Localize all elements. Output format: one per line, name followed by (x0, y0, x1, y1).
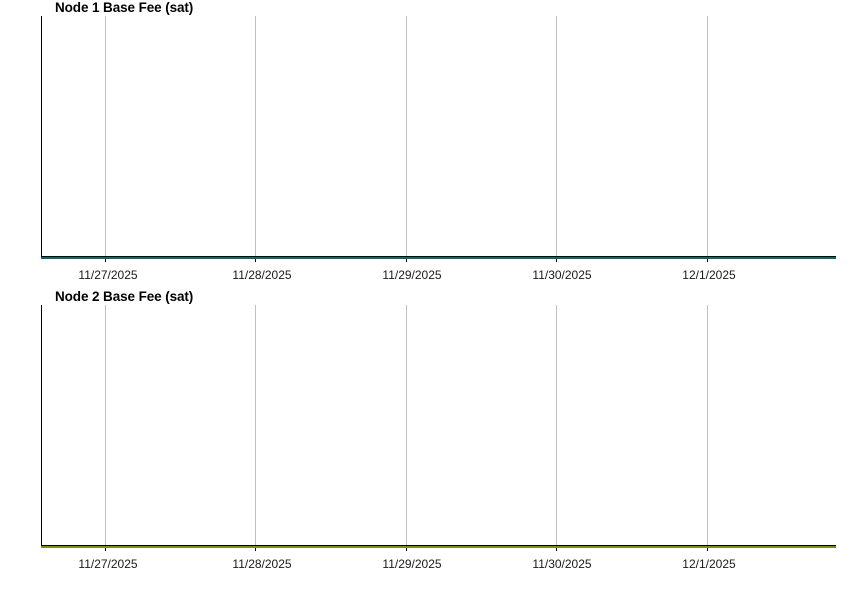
chart-title-node-1: Node 1 Base Fee (sat) (55, 0, 194, 15)
x-tick-label-node-2-5: 12/1/2025 (682, 557, 736, 571)
x-tick-mark-node-1-5 (707, 256, 708, 262)
x-tick-mark-node-1-1 (105, 256, 106, 262)
x-axis-line-node-1 (41, 256, 836, 257)
gridline-node-2-3 (406, 305, 407, 545)
x-tick-label-node-2-4: 11/30/2025 (532, 557, 592, 571)
x-tick-label-node-1-4: 11/30/2025 (532, 268, 592, 282)
x-tick-label-node-1-1: 11/27/2025 (78, 268, 138, 282)
gridline-node-1-1 (105, 16, 106, 256)
x-axis-line-node-2 (41, 545, 836, 546)
x-tick-label-node-1-3: 11/29/2025 (382, 268, 442, 282)
x-tick-label-node-2-1: 11/27/2025 (78, 557, 138, 571)
y-axis-line-node-2 (41, 305, 42, 546)
plot-area-node-2: 11/27/2025 11/28/2025 11/29/2025 11/30/2… (41, 305, 836, 571)
gridline-node-2-2 (255, 305, 256, 545)
x-tick-mark-node-2-5 (707, 545, 708, 551)
x-tick-mark-node-2-2 (255, 545, 256, 551)
x-tick-label-node-2-2: 11/28/2025 (232, 557, 292, 571)
chart-node-1-base-fee: Node 1 Base Fee (sat) 11/27/2025 11/28/2… (0, 0, 860, 292)
x-tick-label-node-2-3: 11/29/2025 (382, 557, 442, 571)
x-tick-mark-node-2-1 (105, 545, 106, 551)
gridline-node-1-4 (556, 16, 557, 256)
gridline-node-1-2 (255, 16, 256, 256)
gridline-node-1-5 (707, 16, 708, 256)
chart-title-node-2: Node 2 Base Fee (sat) (55, 289, 194, 304)
y-axis-line-node-1 (41, 16, 42, 257)
gridline-node-1-3 (406, 16, 407, 256)
gridline-node-2-5 (707, 305, 708, 545)
x-tick-label-node-1-2: 11/28/2025 (232, 268, 292, 282)
plot-area-node-1: 11/27/2025 11/28/2025 11/29/2025 11/30/2… (41, 16, 836, 282)
x-tick-mark-node-1-4 (556, 256, 557, 262)
series-line-node-2 (41, 546, 836, 548)
chart-node-2-base-fee: Node 2 Base Fee (sat) 11/27/2025 11/28/2… (0, 289, 860, 589)
x-tick-mark-node-2-4 (556, 545, 557, 551)
x-tick-label-node-1-5: 12/1/2025 (682, 268, 736, 282)
x-tick-mark-node-2-3 (406, 545, 407, 551)
x-tick-mark-node-1-3 (406, 256, 407, 262)
gridline-node-2-4 (556, 305, 557, 545)
gridline-node-2-1 (105, 305, 106, 545)
x-tick-mark-node-1-2 (255, 256, 256, 262)
series-line-node-1 (41, 257, 836, 259)
